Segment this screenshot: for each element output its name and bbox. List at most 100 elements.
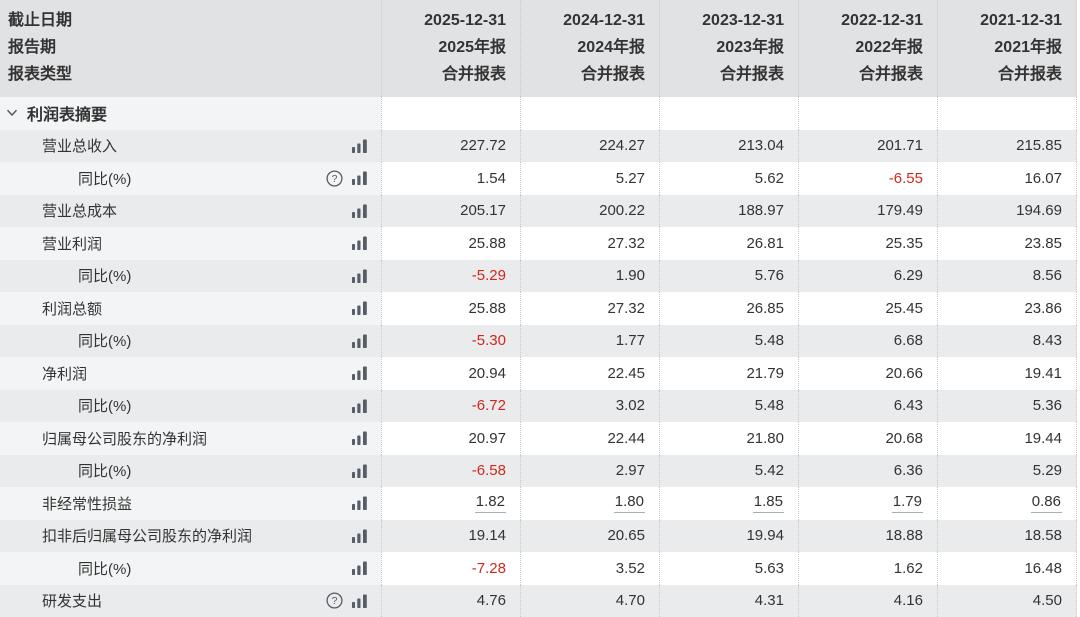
row-label-cell: 同比(%) xyxy=(0,454,381,487)
section-empty-cell xyxy=(937,97,1077,130)
table-row: 同比(%) -6.72 3.02 5.48 6.43 5.36 xyxy=(0,389,1077,422)
row-icons xyxy=(351,204,368,218)
value-cell: -6.55 xyxy=(798,162,937,195)
header-col-report-type: 合并报表 xyxy=(997,66,1062,83)
value-cell: 4.70 xyxy=(520,584,659,617)
header-col-date: 2023-12-31 xyxy=(702,12,784,29)
value: 201.71 xyxy=(877,137,923,155)
value-cell: 227.72 xyxy=(381,129,520,162)
value: 25.35 xyxy=(885,234,923,252)
value: 5.27 xyxy=(615,169,645,187)
value-cell: 213.04 xyxy=(659,129,798,162)
value-cell: -7.28 xyxy=(381,552,520,585)
help-icon[interactable]: ? xyxy=(326,170,343,187)
value-cell: 5.62 xyxy=(659,162,798,195)
value-cell: 5.48 xyxy=(659,324,798,357)
row-icons: ? xyxy=(326,170,368,187)
table-row: 归属母公司股东的净利润 20.97 22.44 21.80 20.68 19.44 xyxy=(0,422,1077,455)
row-icons xyxy=(351,269,368,283)
bar-chart-icon[interactable] xyxy=(351,301,368,316)
bar-chart-icon[interactable] xyxy=(351,529,368,543)
value-link[interactable]: 1.80 xyxy=(613,493,645,514)
value-link[interactable]: 1.79 xyxy=(891,493,923,514)
value: 20.94 xyxy=(468,364,506,382)
value-cell: 205.17 xyxy=(381,194,520,227)
value: -6.55 xyxy=(888,169,923,187)
value: 200.22 xyxy=(599,202,645,220)
row-label-cell: 同比(%) xyxy=(0,324,381,357)
section-label-cell[interactable]: 利润表摘要 xyxy=(0,97,381,130)
value-cell: 1.62 xyxy=(798,552,937,585)
value-cell: 23.85 xyxy=(937,227,1077,260)
header-col-period: 2024年报 xyxy=(577,39,645,56)
row-label: 同比(%) xyxy=(78,333,132,351)
table-row: 非经常性损益 1.82 1.80 1.85 1.79 0.86 xyxy=(0,487,1077,520)
section-empty-cell xyxy=(798,97,937,130)
value-cell: 1.80 xyxy=(520,487,659,520)
bar-chart-icon[interactable] xyxy=(351,431,368,446)
value: 21.80 xyxy=(746,429,784,447)
row-icons xyxy=(351,139,368,153)
header-col-period: 2022年报 xyxy=(855,39,923,56)
bar-chart-icon[interactable] xyxy=(351,139,368,153)
value-cell: 4.31 xyxy=(659,584,798,617)
table-row: 同比(%)? 1.54 5.27 5.62 -6.55 16.07 xyxy=(0,162,1077,195)
value-link[interactable]: 1.82 xyxy=(474,493,506,514)
value: 20.65 xyxy=(607,527,645,545)
header-col-report-type: 合并报表 xyxy=(858,66,923,83)
value-link[interactable]: 0.86 xyxy=(1030,493,1062,514)
value-cell: 26.85 xyxy=(659,292,798,325)
bar-chart-icon[interactable] xyxy=(351,334,368,348)
value: 224.27 xyxy=(599,137,645,155)
value-cell: 5.76 xyxy=(659,259,798,292)
table-row: 扣非后归属母公司股东的净利润 19.14 20.65 19.94 18.88 18.58 xyxy=(0,519,1077,552)
value-cell: -5.29 xyxy=(381,259,520,292)
header-column: 2023-12-31 2023年报 合并报表 xyxy=(659,0,798,97)
bar-chart-icon[interactable] xyxy=(351,366,368,381)
value: 5.48 xyxy=(754,332,784,350)
row-label-cell: 营业利润 xyxy=(0,227,381,260)
value: 1.62 xyxy=(893,559,923,577)
value: 22.44 xyxy=(607,429,645,447)
header-column: 2021-12-31 2021年报 合并报表 xyxy=(937,0,1077,97)
header-col-date: 2021-12-31 xyxy=(980,12,1062,29)
value: 6.68 xyxy=(893,332,923,350)
bar-chart-icon[interactable] xyxy=(351,236,368,251)
value-cell: 6.68 xyxy=(798,324,937,357)
value-link[interactable]: 1.85 xyxy=(752,493,784,514)
bar-chart-icon[interactable] xyxy=(351,496,368,511)
bar-chart-icon[interactable] xyxy=(351,171,368,186)
value: 1.90 xyxy=(615,267,645,285)
chevron-down-icon[interactable] xyxy=(6,109,18,117)
value-cell: 6.43 xyxy=(798,389,937,422)
bar-chart-icon[interactable] xyxy=(351,399,368,413)
table-body: 营业总收入 227.72 224.27 213.04 201.71 215.85 同比(%)… xyxy=(0,129,1077,617)
bar-chart-icon[interactable] xyxy=(351,561,368,576)
row-label-cell: 利润总额 xyxy=(0,292,381,325)
help-icon[interactable]: ? xyxy=(326,592,343,609)
value: 5.29 xyxy=(1032,462,1062,480)
value-cell: 21.80 xyxy=(659,422,798,455)
value-cell: 27.32 xyxy=(520,292,659,325)
table-row: 营业总收入 227.72 224.27 213.04 201.71 215.85 xyxy=(0,129,1077,162)
value: 188.97 xyxy=(738,202,784,220)
header-column: 2024-12-31 2024年报 合并报表 xyxy=(520,0,659,97)
value: -5.29 xyxy=(471,267,506,285)
section-title: 利润表摘要 xyxy=(27,107,108,125)
value: 25.45 xyxy=(885,299,923,317)
value: 25.88 xyxy=(468,299,506,317)
value-cell: 0.86 xyxy=(937,487,1077,520)
value-cell: 20.97 xyxy=(381,422,520,455)
value: 19.94 xyxy=(746,527,784,545)
row-label-cell: 同比(%)? xyxy=(0,162,381,195)
value: 194.69 xyxy=(1016,202,1062,220)
value: 4.76 xyxy=(476,592,506,610)
value-cell: 23.86 xyxy=(937,292,1077,325)
row-icons xyxy=(351,496,368,511)
bar-chart-icon[interactable] xyxy=(351,594,368,608)
bar-chart-icon[interactable] xyxy=(351,269,368,283)
row-icons xyxy=(351,529,368,543)
value: 6.43 xyxy=(893,397,923,415)
bar-chart-icon[interactable] xyxy=(351,464,368,478)
bar-chart-icon[interactable] xyxy=(351,204,368,218)
